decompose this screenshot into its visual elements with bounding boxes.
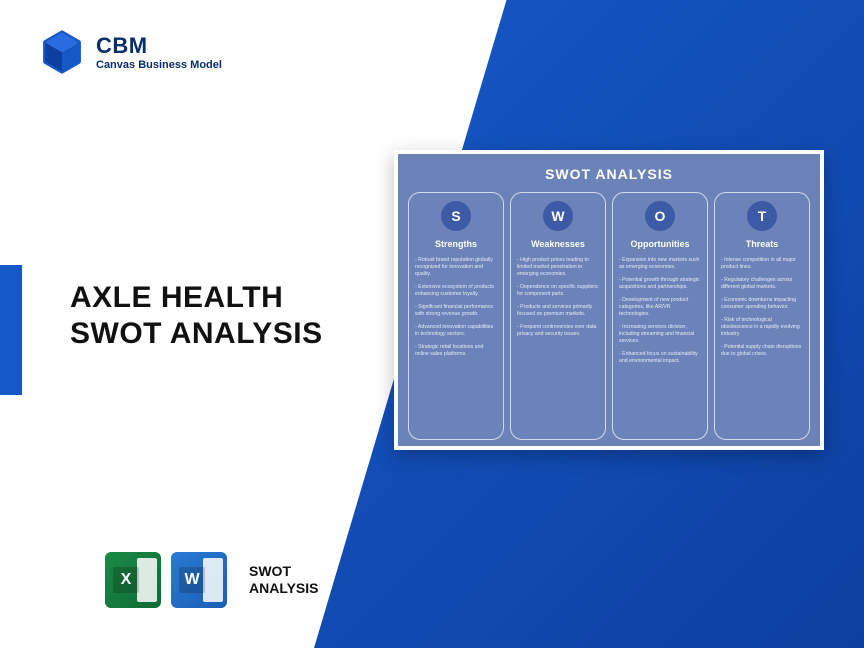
swot-letter-circle: T (747, 201, 777, 231)
cbm-logo-icon (40, 30, 84, 74)
swot-column-name: Opportunities (631, 239, 690, 249)
swot-heading: SWOT ANALYSIS (408, 166, 810, 182)
swot-letter-circle: S (441, 201, 471, 231)
swot-card: SWOT ANALYSIS S Strengths Robust brand rep… (394, 150, 824, 450)
swot-items: Robust brand reputation globally recogni… (415, 257, 497, 364)
swot-item: Potential growth through strategic acqui… (619, 277, 701, 291)
title-line-2: SWOT ANALYSIS (70, 316, 323, 352)
swot-column: T Threats Intense competition in all major… (714, 192, 810, 440)
swot-item: Strategic retail locations and online sa… (415, 344, 497, 358)
swot-letter-circle: O (645, 201, 675, 231)
logo-title: CBM (96, 33, 222, 59)
swot-item: Dependence on specific suppliers for com… (517, 284, 599, 298)
swot-column: O Opportunities Expansion into new markets… (612, 192, 708, 440)
swot-columns: S Strengths Robust brand reputation global… (408, 192, 810, 440)
swot-item: Risk of technological obsolescence in a … (721, 317, 803, 338)
footer-label: SWOT ANALYSIS (249, 563, 319, 598)
word-icon: W (171, 552, 227, 608)
swot-column-name: Threats (746, 239, 779, 249)
title-line-1: AXLE HEALTH (70, 280, 323, 316)
swot-item: Increasing services division, including … (619, 324, 701, 345)
page-title: AXLE HEALTH SWOT ANALYSIS (70, 280, 323, 352)
logo-text: CBM Canvas Business Model (96, 33, 222, 71)
swot-item: Products and services primarily focused … (517, 304, 599, 318)
swot-column: W Weaknesses High product prices leading t… (510, 192, 606, 440)
swot-items: Expansion into new markets such as emerg… (619, 257, 701, 371)
swot-item: Robust brand reputation globally recogni… (415, 257, 497, 278)
logo-block: CBM Canvas Business Model (40, 30, 222, 74)
left-accent-tab (0, 265, 22, 395)
logo-subtitle: Canvas Business Model (96, 59, 222, 71)
footer-icons: X W SWOT ANALYSIS (105, 552, 319, 608)
swot-item: Significant financial performance with s… (415, 304, 497, 318)
swot-items: High product prices leading to limited m… (517, 257, 599, 344)
swot-item: Potential supply chain disruptions due t… (721, 344, 803, 358)
swot-item: Economic downturns impacting consumer sp… (721, 297, 803, 311)
swot-item: Expansion into new markets such as emerg… (619, 257, 701, 271)
swot-item: Advanced innovation capabilities in tech… (415, 324, 497, 338)
swot-item: Frequent controversies over data privacy… (517, 324, 599, 338)
swot-item: Enhanced focus on sustainability and env… (619, 351, 701, 365)
swot-letter-circle: W (543, 201, 573, 231)
swot-item: Development of new product categories, l… (619, 297, 701, 318)
excel-icon: X (105, 552, 161, 608)
swot-item: High product prices leading to limited m… (517, 257, 599, 278)
swot-column-name: Strengths (435, 239, 477, 249)
swot-column-name: Weaknesses (531, 239, 585, 249)
swot-item: Intense competition in all major product… (721, 257, 803, 271)
swot-item: Regulatory challenges across different g… (721, 277, 803, 291)
swot-column: S Strengths Robust brand reputation global… (408, 192, 504, 440)
swot-items: Intense competition in all major product… (721, 257, 803, 364)
swot-item: Extensive ecosystem of products enhancin… (415, 284, 497, 298)
